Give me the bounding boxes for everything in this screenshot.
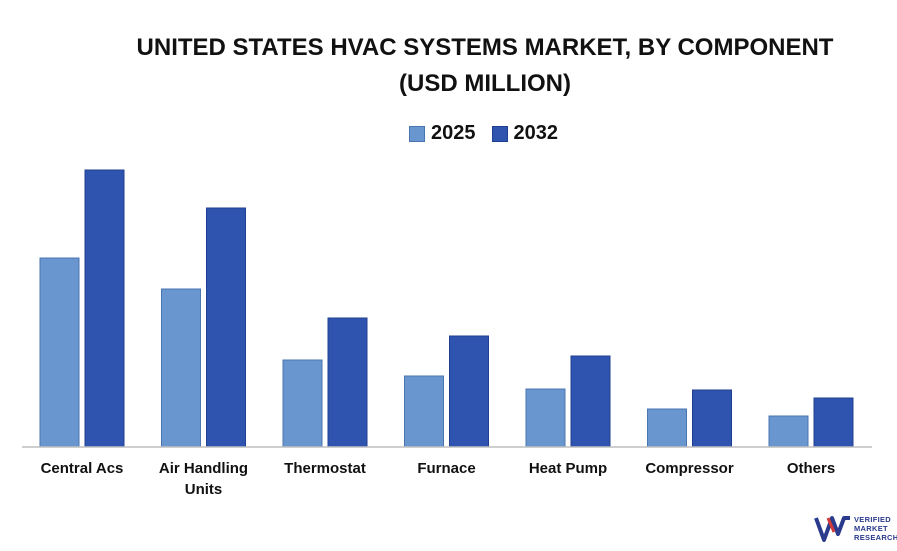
bar-2025-central-acs	[40, 258, 79, 447]
vmr-logo-line-1: VERIFIED	[854, 515, 897, 524]
bar-2025-others	[769, 416, 808, 447]
tick-label-thermostat: Thermostat	[265, 458, 385, 479]
bar-2032-furnace	[450, 336, 489, 447]
vmr-logo-line-2: MARKET	[854, 524, 897, 533]
vmr-logo-text: VERIFIED MARKET RESEARCH	[854, 515, 897, 542]
bar-2025-air-handling-units	[162, 289, 201, 447]
vmr-logo-icon	[814, 512, 854, 546]
tick-label-compressor: Compressor	[630, 458, 750, 479]
tick-label-others: Others	[751, 458, 871, 479]
bar-2025-compressor	[648, 409, 687, 447]
bar-2025-heat-pump	[526, 389, 565, 447]
bar-2025-thermostat	[283, 360, 322, 447]
vmr-logo: VERIFIED MARKET RESEARCH	[814, 512, 894, 546]
bar-2032-thermostat	[328, 318, 367, 447]
bar-2032-central-acs	[85, 170, 124, 447]
tick-label-air-handling-units: Air Handling Units	[144, 458, 264, 500]
bar-2032-air-handling-units	[207, 208, 246, 447]
tick-label-central-acs: Central Acs	[22, 458, 142, 479]
bar-2032-heat-pump	[571, 356, 610, 447]
bar-2032-compressor	[693, 390, 732, 447]
vmr-logo-line-3: RESEARCH	[854, 533, 897, 542]
bar-2032-others	[814, 398, 853, 447]
bar-2025-furnace	[405, 376, 444, 447]
tick-label-furnace: Furnace	[387, 458, 507, 479]
tick-label-heat-pump: Heat Pump	[508, 458, 628, 479]
